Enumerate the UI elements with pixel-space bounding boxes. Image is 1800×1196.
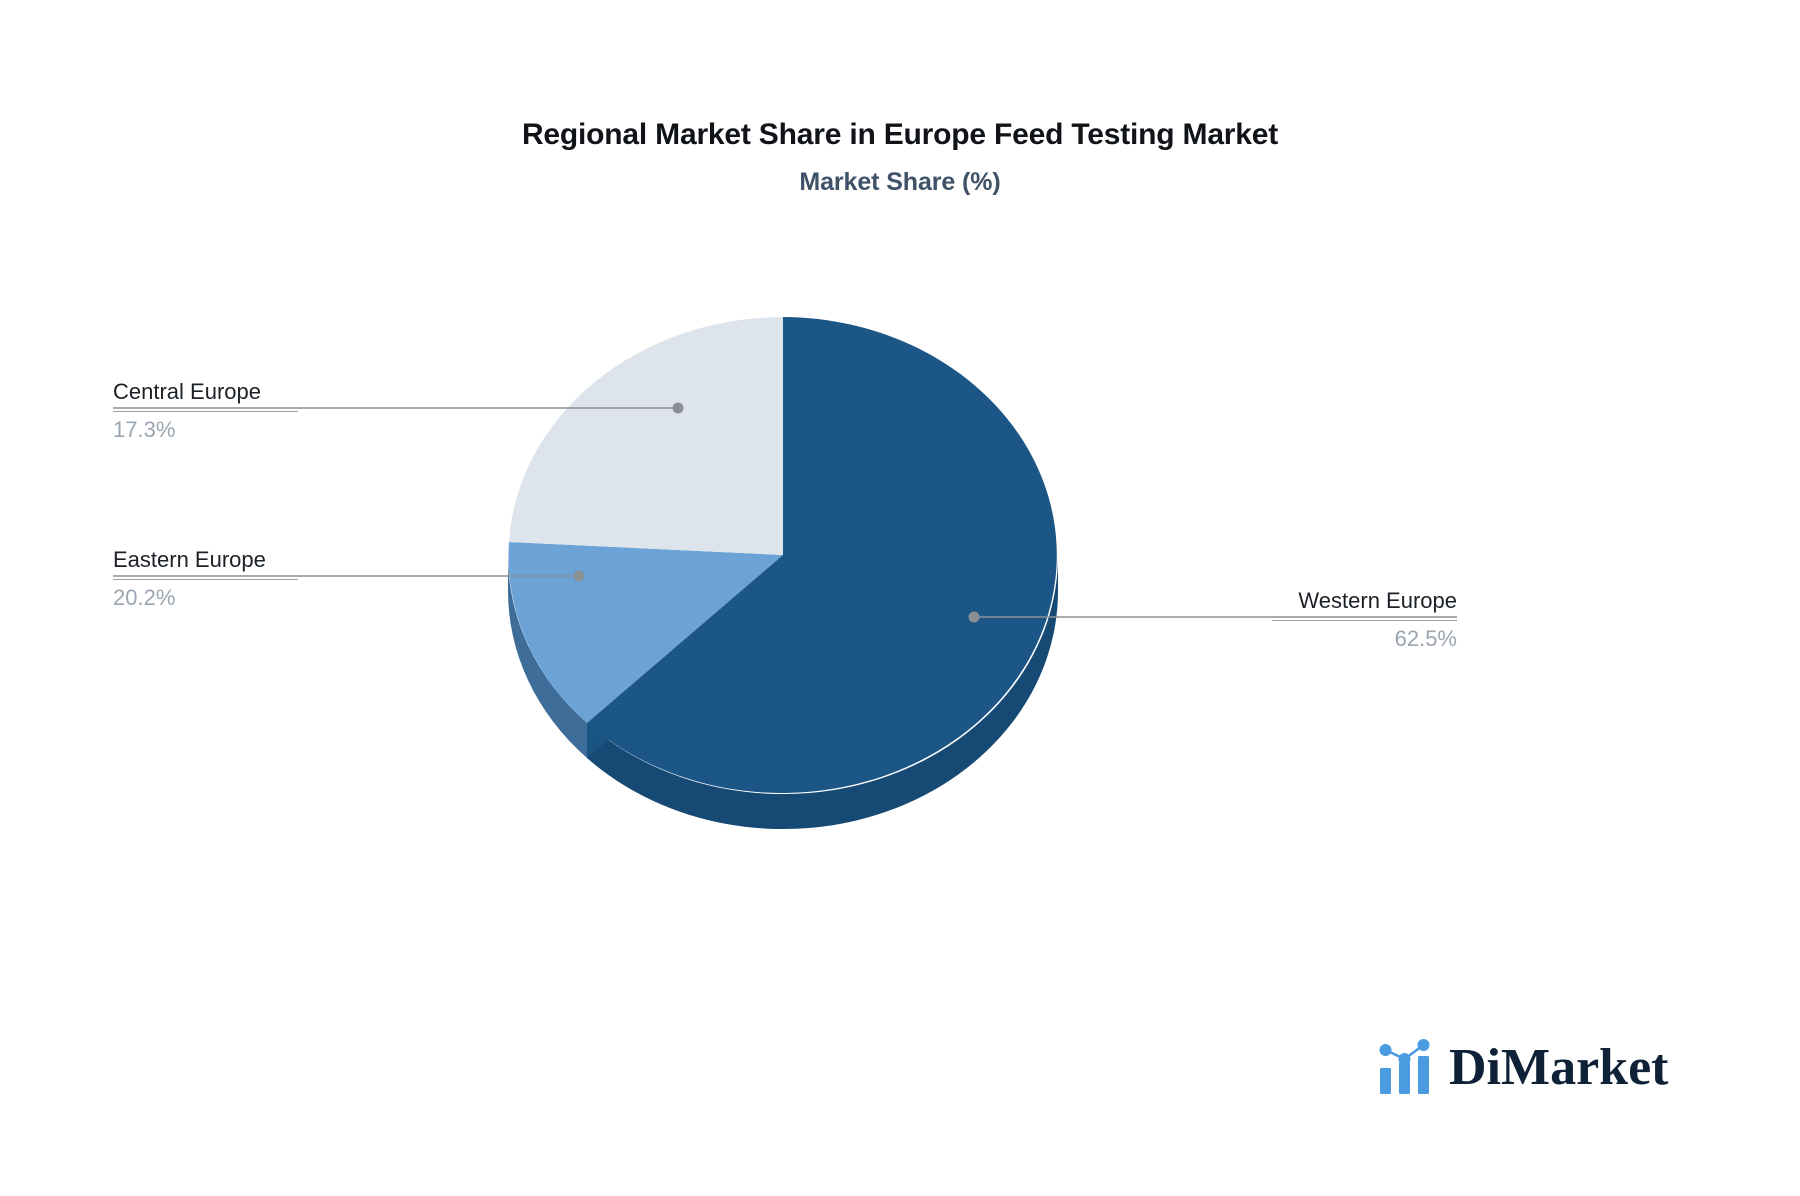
pie-label-eastern-europe-rule [113,579,298,580]
pie-slice-western-europe[interactable] [587,317,1057,793]
pie-slice-eastern-europe[interactable] [508,542,783,723]
pie-label-central-europe-name: Central Europe [113,379,261,404]
brand-name: DiMarket [1449,1039,1669,1096]
leader-line-eastern-europe [113,570,585,582]
pie-label-western-europe-value: 62.5% [1394,626,1457,651]
chart-subtitle: Market Share (%) [799,168,1001,196]
pie-label-eastern-europe-name: Eastern Europe [113,547,266,572]
pie-label-western-europe-rule [1272,620,1457,621]
pie-depth-eastern-europe [507,555,587,758]
bar-chart-dots-icon [1379,1039,1430,1094]
pie-label-western-europe-name: Western Europe [1298,588,1457,613]
pie-label-eastern-europe-value: 20.2% [113,585,176,610]
page-title: Regional Market Share in Europe Feed Tes… [521,118,1279,151]
pie-label-western-europe: Western Europe 62.5% [1272,586,1457,654]
brand-logo: DiMarket [1378,1038,1668,1094]
pie-label-eastern-europe: Eastern Europe 20.2% [113,545,298,613]
pie-depth-western-europe [587,555,1059,830]
pie-label-central-europe-value: 17.3% [113,417,176,442]
pie-label-central-europe: Central Europe 17.3% [113,377,298,445]
leader-line-western-europe [968,611,1457,623]
leader-line-central-europe [113,402,684,414]
pie-label-central-europe-rule [113,411,298,412]
pie-slice-central-europe[interactable] [509,317,783,555]
